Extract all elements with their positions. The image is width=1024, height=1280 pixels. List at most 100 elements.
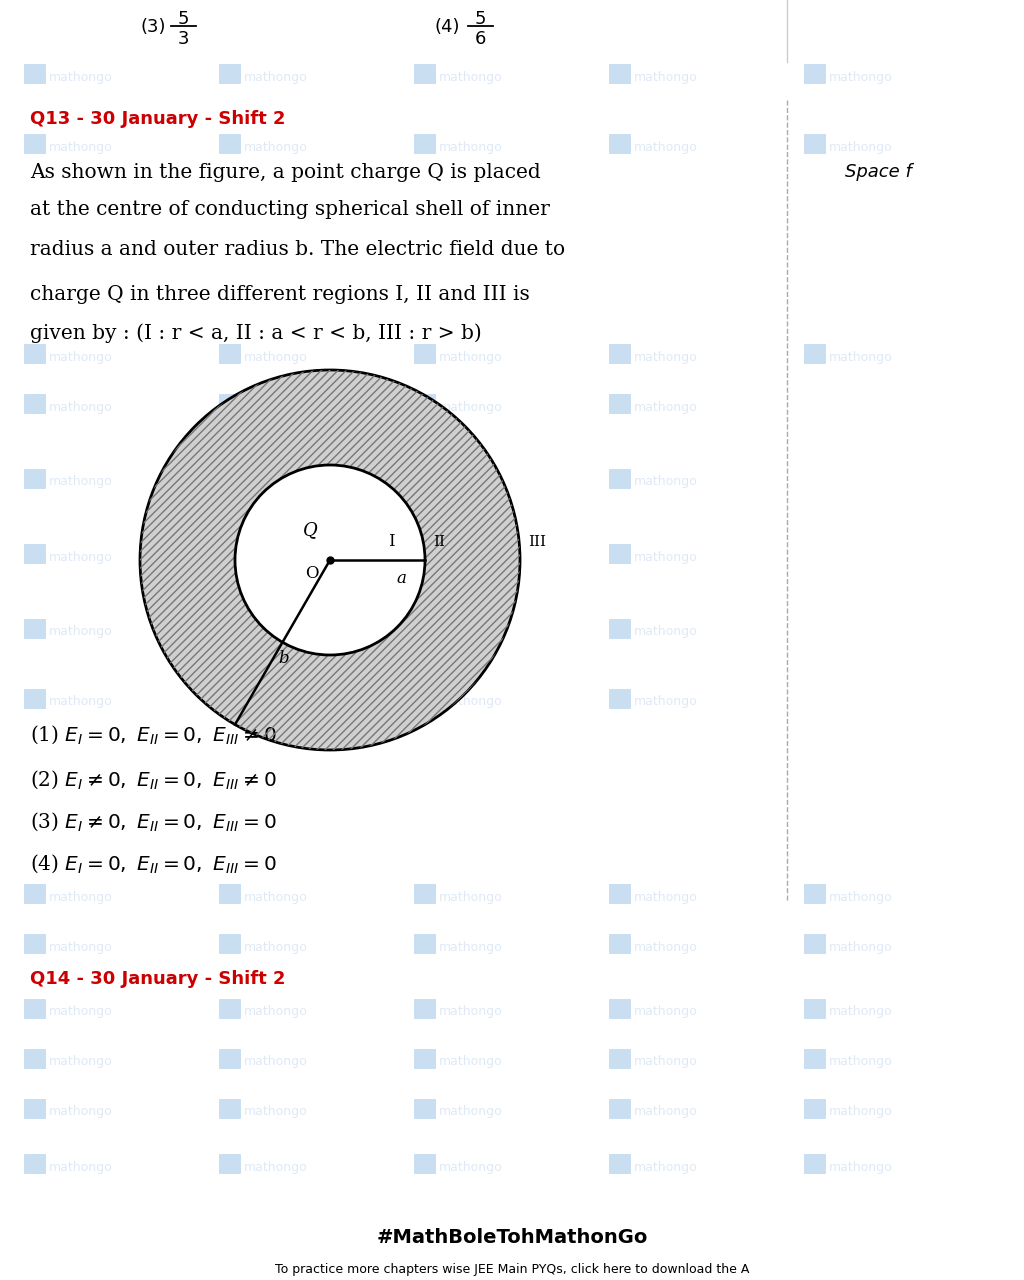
- FancyBboxPatch shape: [24, 1050, 46, 1069]
- Text: mathongo: mathongo: [244, 401, 308, 413]
- Text: mathongo: mathongo: [244, 1006, 308, 1019]
- FancyBboxPatch shape: [414, 1100, 436, 1119]
- FancyBboxPatch shape: [804, 1050, 826, 1069]
- Text: mathongo: mathongo: [49, 891, 113, 904]
- Text: mathongo: mathongo: [439, 695, 503, 709]
- Circle shape: [140, 370, 520, 750]
- FancyBboxPatch shape: [414, 620, 436, 639]
- Text: at the centre of conducting spherical shell of inner: at the centre of conducting spherical sh…: [30, 200, 550, 219]
- FancyBboxPatch shape: [609, 998, 631, 1019]
- Text: mathongo: mathongo: [829, 141, 893, 154]
- FancyBboxPatch shape: [414, 689, 436, 709]
- FancyBboxPatch shape: [609, 1155, 631, 1174]
- FancyBboxPatch shape: [24, 394, 46, 413]
- FancyBboxPatch shape: [804, 1100, 826, 1119]
- FancyBboxPatch shape: [24, 998, 46, 1019]
- Text: As shown in the figure, a point charge Q is placed: As shown in the figure, a point charge Q…: [30, 163, 541, 182]
- Text: mathongo: mathongo: [49, 1006, 113, 1019]
- FancyBboxPatch shape: [609, 934, 631, 954]
- FancyBboxPatch shape: [804, 1155, 826, 1174]
- FancyBboxPatch shape: [24, 620, 46, 639]
- Text: mathongo: mathongo: [829, 941, 893, 954]
- Text: charge Q in three different regions I, II and III is: charge Q in three different regions I, I…: [30, 285, 529, 303]
- Text: mathongo: mathongo: [829, 891, 893, 904]
- Text: mathongo: mathongo: [439, 141, 503, 154]
- Text: mathongo: mathongo: [49, 401, 113, 413]
- Text: (3) $E_I \neq 0,\ E_{II} = 0,\ E_{III} = 0$: (3) $E_I \neq 0,\ E_{II} = 0,\ E_{III} =…: [30, 810, 276, 832]
- Text: (1) $E_I = 0,\ E_{II} = 0,\ E_{III} \neq 0$: (1) $E_I = 0,\ E_{II} = 0,\ E_{III} \neq…: [30, 723, 276, 745]
- Text: mathongo: mathongo: [244, 1056, 308, 1069]
- FancyBboxPatch shape: [24, 468, 46, 489]
- Text: 5: 5: [177, 10, 188, 28]
- FancyBboxPatch shape: [609, 1050, 631, 1069]
- FancyBboxPatch shape: [24, 64, 46, 84]
- Text: mathongo: mathongo: [244, 351, 308, 364]
- FancyBboxPatch shape: [219, 134, 241, 154]
- Text: mathongo: mathongo: [244, 475, 308, 489]
- Text: mathongo: mathongo: [634, 626, 697, 639]
- Text: mathongo: mathongo: [829, 70, 893, 83]
- Text: Q: Q: [303, 521, 317, 539]
- FancyBboxPatch shape: [414, 134, 436, 154]
- Text: mathongo: mathongo: [634, 550, 697, 563]
- Text: 3: 3: [177, 29, 188, 47]
- FancyBboxPatch shape: [609, 884, 631, 904]
- Text: mathongo: mathongo: [244, 695, 308, 709]
- Text: b: b: [278, 650, 289, 667]
- Text: mathongo: mathongo: [829, 1106, 893, 1119]
- FancyBboxPatch shape: [414, 468, 436, 489]
- FancyBboxPatch shape: [609, 344, 631, 364]
- Text: mathongo: mathongo: [49, 941, 113, 954]
- FancyBboxPatch shape: [219, 884, 241, 904]
- FancyBboxPatch shape: [219, 544, 241, 564]
- FancyBboxPatch shape: [414, 394, 436, 413]
- Text: mathongo: mathongo: [634, 141, 697, 154]
- Circle shape: [234, 465, 425, 655]
- FancyBboxPatch shape: [414, 64, 436, 84]
- Text: mathongo: mathongo: [634, 695, 697, 709]
- Text: mathongo: mathongo: [829, 1006, 893, 1019]
- Text: radius a and outer radius b. The electric field due to: radius a and outer radius b. The electri…: [30, 241, 565, 259]
- Text: mathongo: mathongo: [49, 475, 113, 489]
- FancyBboxPatch shape: [219, 998, 241, 1019]
- FancyBboxPatch shape: [609, 394, 631, 413]
- FancyBboxPatch shape: [219, 689, 241, 709]
- Text: 6: 6: [474, 29, 485, 47]
- FancyBboxPatch shape: [804, 134, 826, 154]
- Text: mathongo: mathongo: [634, 1056, 697, 1069]
- FancyBboxPatch shape: [414, 998, 436, 1019]
- FancyBboxPatch shape: [219, 394, 241, 413]
- FancyBboxPatch shape: [804, 64, 826, 84]
- Text: mathongo: mathongo: [244, 550, 308, 563]
- Text: mathongo: mathongo: [49, 1161, 113, 1174]
- FancyBboxPatch shape: [219, 620, 241, 639]
- Text: mathongo: mathongo: [829, 1161, 893, 1174]
- FancyBboxPatch shape: [24, 1155, 46, 1174]
- Text: mathongo: mathongo: [634, 70, 697, 83]
- FancyBboxPatch shape: [804, 344, 826, 364]
- Text: mathongo: mathongo: [244, 941, 308, 954]
- Text: Space f: Space f: [845, 163, 912, 180]
- FancyBboxPatch shape: [219, 344, 241, 364]
- Text: mathongo: mathongo: [49, 1056, 113, 1069]
- Text: mathongo: mathongo: [49, 70, 113, 83]
- Text: O: O: [305, 564, 318, 582]
- Text: mathongo: mathongo: [634, 401, 697, 413]
- Text: mathongo: mathongo: [49, 141, 113, 154]
- Text: mathongo: mathongo: [439, 626, 503, 639]
- Text: mathongo: mathongo: [634, 1161, 697, 1174]
- Text: mathongo: mathongo: [439, 70, 503, 83]
- FancyBboxPatch shape: [24, 344, 46, 364]
- FancyBboxPatch shape: [414, 544, 436, 564]
- Text: mathongo: mathongo: [634, 1006, 697, 1019]
- Text: mathongo: mathongo: [439, 351, 503, 364]
- FancyBboxPatch shape: [414, 884, 436, 904]
- Text: (4): (4): [435, 18, 461, 36]
- Text: III: III: [528, 535, 546, 549]
- Text: (3): (3): [140, 18, 166, 36]
- FancyBboxPatch shape: [804, 884, 826, 904]
- Text: mathongo: mathongo: [244, 70, 308, 83]
- Text: mathongo: mathongo: [829, 1056, 893, 1069]
- FancyBboxPatch shape: [219, 1050, 241, 1069]
- Text: mathongo: mathongo: [244, 141, 308, 154]
